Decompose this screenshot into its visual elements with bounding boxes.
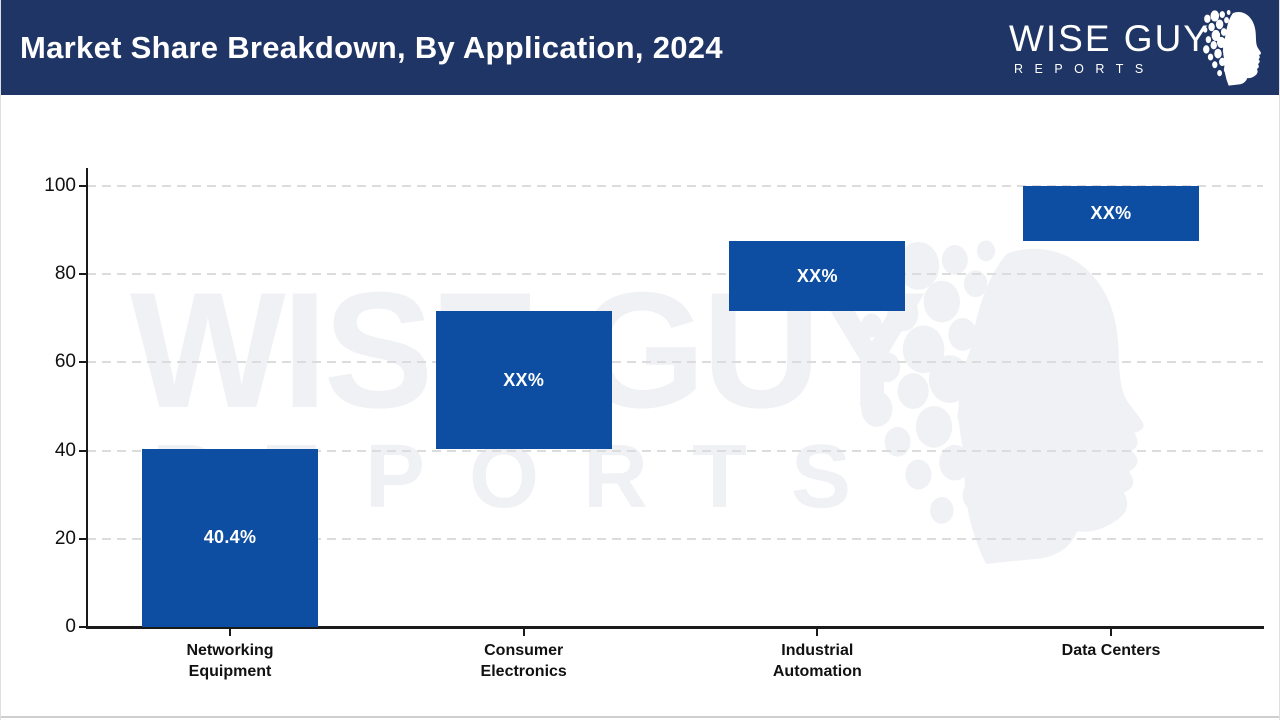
bar-value-label: XX% <box>796 265 838 286</box>
bar-value-label: XX% <box>503 369 545 390</box>
x-category-label-line: Electronics <box>480 663 567 680</box>
y-tick-mark <box>79 273 87 276</box>
bar: XX% <box>729 241 906 312</box>
y-tick-mark <box>79 185 87 187</box>
x-category-label-line: Consumer <box>484 642 564 659</box>
gridline <box>87 449 1263 452</box>
x-tick-mark <box>522 629 525 636</box>
y-tick-label: 20 <box>54 527 76 549</box>
x-tick-mark <box>1110 629 1112 636</box>
y-tick-label: 100 <box>44 175 76 196</box>
logo-head-icon <box>1202 9 1266 87</box>
left-edge-border <box>0 0 1 720</box>
x-tick-mark <box>229 629 231 636</box>
header-banner: Market Share Breakdown, By Application, … <box>0 0 1280 95</box>
x-category-label: Networking Equipment <box>100 640 360 682</box>
x-category-label-line: Data Centers <box>1061 642 1161 659</box>
bar: XX% <box>1023 186 1199 242</box>
y-tick-label: 40 <box>54 439 76 461</box>
y-tick-mark <box>79 361 87 364</box>
x-category-label-line: Equipment <box>188 663 272 680</box>
x-category-label-line: Automation <box>772 663 862 680</box>
x-category-label: Industrial Automation <box>687 640 947 682</box>
y-tick-mark <box>79 626 87 628</box>
bottom-divider <box>0 716 1280 718</box>
logo-wordmark: WISE GUY <box>1008 17 1210 59</box>
y-tick-mark <box>79 537 87 540</box>
bar: XX% <box>435 311 612 449</box>
logo-subtitle: REPORTS <box>1013 61 1155 76</box>
x-category-label: Data Centers <box>981 640 1241 661</box>
y-tick-label: 80 <box>54 263 76 285</box>
gridline <box>87 537 1263 540</box>
bar-value-label: XX% <box>1090 203 1132 224</box>
x-category-label: Consumer Electronics <box>394 640 654 682</box>
y-tick-label: 0 <box>65 616 76 637</box>
brand-logo-text: WISE GUY REPORTS <box>1009 20 1210 76</box>
x-category-label-line: Industrial <box>781 642 854 659</box>
y-axis-line <box>86 168 88 629</box>
gridline <box>87 185 1263 187</box>
x-category-label-line: Networking <box>186 642 274 659</box>
x-tick-mark <box>816 629 819 636</box>
y-tick-label: 60 <box>54 351 76 373</box>
x-axis-line <box>86 626 1264 629</box>
gridline <box>87 361 1263 364</box>
gridline <box>87 273 1263 276</box>
bar: 40.4% <box>142 448 318 627</box>
brand-logo: WISE GUY REPORTS <box>1009 9 1266 87</box>
y-tick-mark <box>79 449 87 452</box>
page-title: Market Share Breakdown, By Application, … <box>20 29 723 65</box>
bar-value-label: 40.4% <box>203 527 257 548</box>
